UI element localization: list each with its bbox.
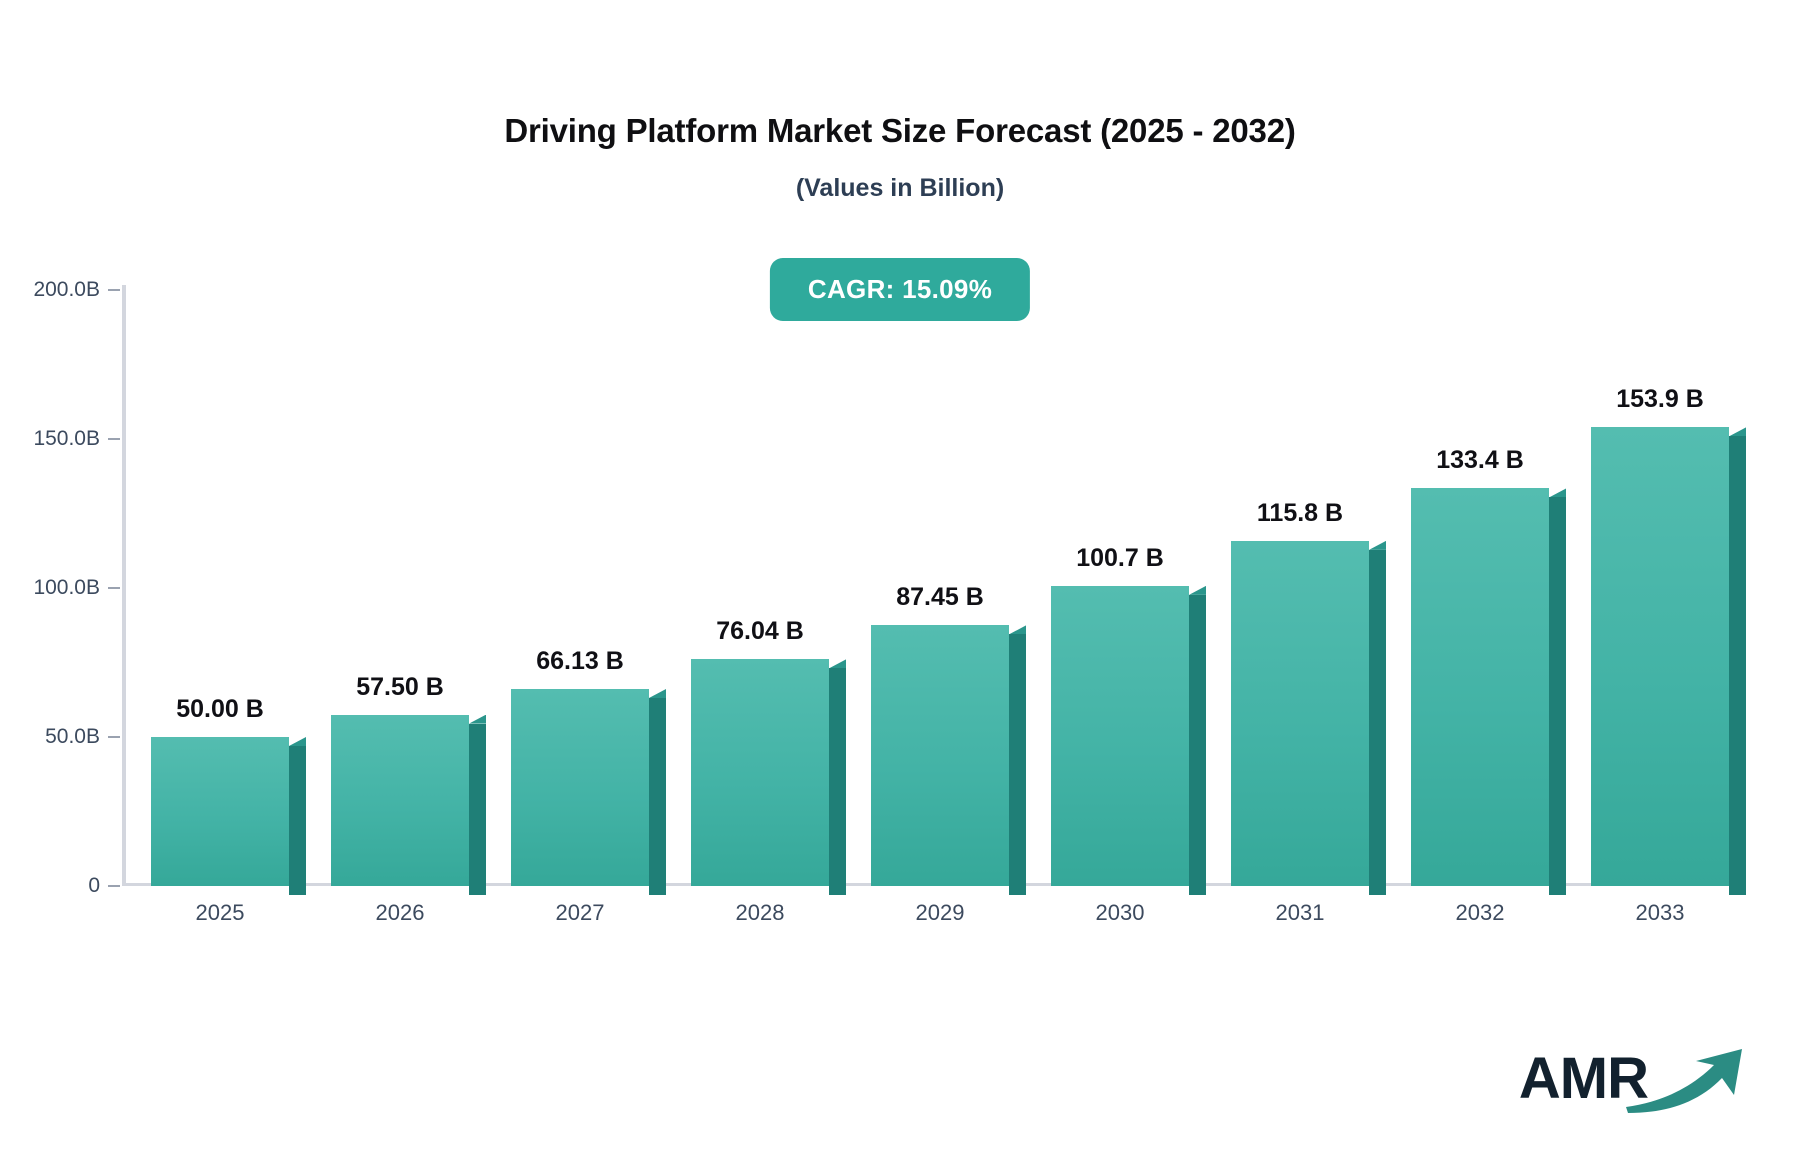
- bar-front-face: [1591, 427, 1729, 886]
- bar-slot: 50.00 B: [130, 290, 310, 895]
- y-tick-label: 150.0B: [33, 427, 100, 450]
- y-tick-mark: [108, 289, 120, 291]
- x-tick-label: 2027: [555, 900, 605, 925]
- bar-top-face: [1729, 427, 1746, 437]
- bar-slot: 66.13 B: [490, 290, 670, 895]
- chart-subtitle: (Values in Billion): [795, 174, 1005, 202]
- bar-side-face: [469, 723, 486, 895]
- bar[interactable]: 57.50 B: [331, 673, 486, 895]
- bar-value-label: 100.7 B: [1076, 543, 1164, 572]
- bar-side-face: [1189, 594, 1206, 895]
- x-tick-label: 2030: [1095, 900, 1145, 925]
- bar-slot: 100.7 B: [1030, 290, 1210, 895]
- y-tick-mark: [108, 587, 120, 589]
- x-tick-label: 2033: [1635, 900, 1685, 925]
- x-tick-label: 2032: [1455, 900, 1505, 925]
- bar[interactable]: 153.9 B: [1591, 385, 1746, 895]
- x-tick-label: 2029: [915, 900, 965, 925]
- bar-top-face: [1189, 585, 1206, 595]
- bar-slot: 115.8 B: [1210, 290, 1390, 895]
- bar-top-face: [1369, 540, 1386, 550]
- growth-arrow-icon: [1622, 1045, 1752, 1120]
- bar-value-label: 76.04 B: [716, 617, 804, 646]
- y-tick-mark: [108, 736, 120, 738]
- y-axis-line: [122, 285, 126, 883]
- bar-top-face: [289, 737, 306, 746]
- amr-logo: AMR: [1519, 1044, 1752, 1114]
- bar[interactable]: 50.00 B: [151, 695, 306, 895]
- bar[interactable]: 66.13 B: [511, 647, 666, 895]
- x-tick-label: 2031: [1275, 900, 1325, 925]
- x-tick-label: 2028: [735, 900, 785, 925]
- bar-top-face: [1549, 488, 1566, 498]
- bar-front-face: [331, 714, 469, 886]
- bar[interactable]: 133.4 B: [1411, 446, 1566, 895]
- bar-value-label: 153.9 B: [1616, 385, 1704, 414]
- chart-title: Driving Platform Market Size Forecast (2…: [504, 112, 1296, 149]
- y-tick-label: 0: [88, 874, 100, 897]
- bar-front-face: [1411, 488, 1549, 886]
- y-tick-label: 200.0B: [33, 278, 100, 301]
- bar-top-face: [469, 714, 486, 724]
- bar[interactable]: 100.7 B: [1051, 544, 1206, 895]
- bar-slot: 76.04 B: [670, 290, 850, 895]
- bar-slot: 153.9 B: [1570, 290, 1750, 895]
- bar-front-face: [691, 659, 829, 886]
- bar-series: 50.00 B 57.50 B 66.13 B 76.04 B 87.45 B 100.7…: [130, 290, 1750, 895]
- bar-value-label: 66.13 B: [536, 646, 624, 675]
- y-tick-mark: [108, 438, 120, 440]
- bar-front-face: [871, 625, 1009, 886]
- y-tick-mark: [108, 885, 120, 887]
- bar-value-label: 133.4 B: [1436, 446, 1524, 475]
- bar-value-label: 50.00 B: [176, 695, 264, 723]
- bar-side-face: [289, 746, 306, 895]
- bar-side-face: [649, 697, 666, 895]
- x-tick-label: 2025: [195, 900, 245, 925]
- bar-value-label: 115.8 B: [1256, 498, 1344, 527]
- bar-side-face: [829, 668, 846, 895]
- logo-text: AMR: [1518, 1046, 1649, 1111]
- bar-front-face: [151, 737, 289, 886]
- bar-side-face: [1009, 634, 1026, 895]
- bar-top-face: [649, 688, 666, 698]
- bar-front-face: [1051, 585, 1189, 886]
- bar-side-face: [1369, 549, 1386, 895]
- plot-area: 0 50.0B 100.0B 150.0B 200.0B 50.00 B 57.50 B 6…: [33, 278, 1750, 897]
- x-tick-label: 2026: [375, 900, 425, 925]
- cagr-badge: CAGR: 15.09%: [769, 258, 1031, 321]
- y-tick-label: 50.0B: [45, 725, 100, 748]
- bar-slot: 133.4 B: [1390, 290, 1570, 895]
- bar-top-face: [829, 659, 846, 669]
- bar[interactable]: 87.45 B: [871, 583, 1026, 895]
- bar-side-face: [1729, 436, 1746, 895]
- bar-front-face: [511, 688, 649, 886]
- bar[interactable]: 76.04 B: [691, 617, 846, 895]
- bar[interactable]: 115.8 B: [1231, 499, 1386, 895]
- bar-value-label: 57.50 B: [356, 672, 444, 701]
- y-tick-label: 100.0B: [33, 576, 100, 599]
- bar-top-face: [1009, 625, 1026, 635]
- bar-front-face: [1231, 540, 1369, 886]
- bar-slot: 87.45 B: [850, 290, 1030, 895]
- bar-slot: 57.50 B: [310, 290, 490, 895]
- bar-value-label: 87.45 B: [896, 583, 984, 612]
- bar-side-face: [1549, 497, 1566, 895]
- x-axis-labels: 2025 2026 2027 2028 2029 2030 2031 2032 2033: [130, 900, 1750, 926]
